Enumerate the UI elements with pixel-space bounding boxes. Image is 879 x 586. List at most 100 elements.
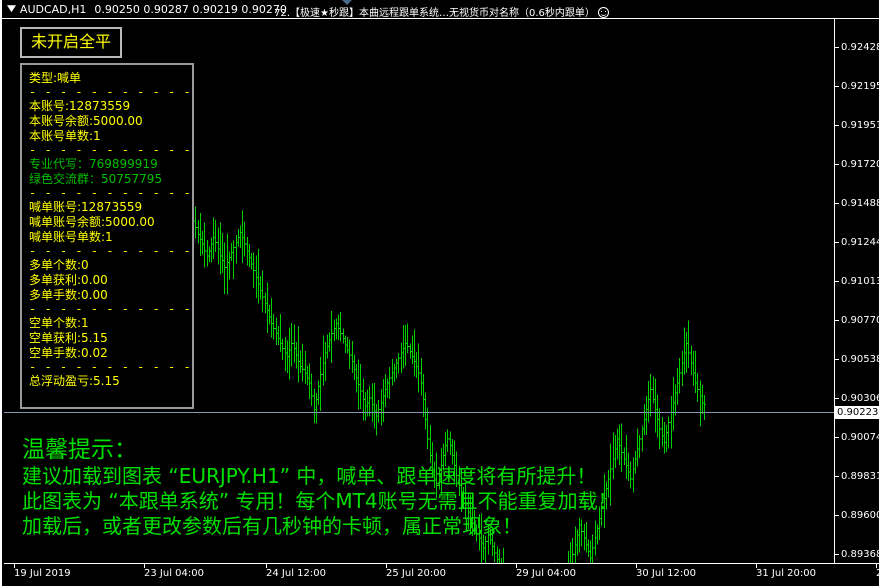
price-tick-label: 0.91951	[841, 120, 879, 131]
time-tick-label: 19 Jul 2019	[14, 568, 71, 579]
panel-account-orders: 本账号单数:1	[29, 129, 101, 143]
price-tick-label: 0.91013	[841, 276, 879, 287]
time-tick: 31 Jul 20:00	[756, 563, 816, 580]
price-tick: 0.92195	[835, 81, 879, 93]
time-tick-label: 29 Jul 04:00	[516, 568, 576, 579]
tick-dash-icon	[835, 85, 839, 87]
time-tick-label: 30 Jul 12:00	[636, 568, 696, 579]
current-price-tag: 0.90223	[835, 406, 879, 419]
panel-long-profit: 多单获利:0.00	[29, 273, 108, 287]
price-tick-label: 0.92195	[841, 81, 879, 92]
chart-title-bar: ▼ AUDCAD,H1 0.90250 0.90287 0.90219 0.90…	[2, 0, 879, 19]
tick-dash-icon	[835, 397, 839, 399]
time-tick: 25 Jul 20:00	[386, 563, 446, 580]
tick-bar-icon	[516, 563, 517, 568]
time-tick-label: 31 Jul 20:00	[756, 568, 816, 579]
price-tick: 0.90770	[835, 315, 879, 327]
panel-separator-6: - - - - - - - - - - - - - - - - - -	[29, 361, 191, 374]
time-tick-label: 23 Jul 04:00	[144, 568, 204, 579]
close-all-toggle-button[interactable]: 未开启全平	[20, 27, 123, 58]
ea-notice-block: 温馨提示： 建议加载到图表 “EURJPY.H1” 中，喊单、跟单速度将有所提升…	[22, 437, 862, 539]
tick-dash-icon	[835, 514, 839, 516]
price-tick: 0.91951	[835, 120, 879, 132]
price-tick: 0.91488	[835, 198, 879, 210]
panel-separator-4: - - - - - - - - - - - - - - - - - -	[29, 245, 191, 258]
time-tick: 2 Aug 04:00	[876, 563, 879, 580]
notice-line-2: 此图表为 “本跟单系统” 专用！每个MT4账号无需且不能重复加载！	[22, 489, 618, 513]
price-tick: 0.91013	[835, 276, 879, 288]
panel-type-line: 类型:喊单	[29, 71, 82, 85]
tick-dash-icon	[835, 202, 839, 204]
panel-short-profit: 空单获利:5.15	[29, 331, 108, 345]
price-tick-label: 0.91244	[841, 237, 879, 248]
panel-dev-contact: 专业代写：769899919	[29, 157, 158, 171]
price-tick: 0.91720	[835, 159, 879, 171]
panel-total-float-pl: 总浮动盈亏:5.15	[29, 374, 120, 388]
panel-account-balance: 本账号余额:5000.00	[29, 114, 143, 128]
tick-bar-icon	[386, 563, 387, 568]
panel-separator-5: - - - - - - - - - - - - - - - - - -	[29, 303, 191, 316]
price-scale-axis[interactable]: 0.92428 0.92195 0.91951 0.91720 0.91488 0.912…	[834, 19, 879, 563]
panel-signal-account-balance: 喊单账号余额:5000.00	[29, 215, 155, 229]
tick-dash-icon	[835, 163, 839, 165]
panel-separator-1: - - - - - - - - - - - - - - - - - -	[29, 86, 191, 99]
time-tick-label: 24 Jul 12:00	[266, 568, 326, 579]
panel-short-count: 空单个数:1	[29, 316, 89, 330]
price-tick: 0.90306	[835, 393, 879, 405]
price-tick-label: 0.91488	[841, 198, 879, 209]
price-tick: 0.92428	[835, 42, 879, 54]
price-tick-label: 0.89831	[841, 471, 879, 482]
symbol-period-label: AUDCAD,H1	[19, 2, 87, 16]
tick-dash-icon	[835, 241, 839, 243]
price-tick-label: 0.92428	[841, 42, 879, 53]
time-tick-label: 2 Aug 04:00	[876, 568, 879, 579]
time-tick-label: 25 Jul 20:00	[386, 568, 446, 579]
time-tick: 23 Jul 04:00	[144, 563, 204, 580]
panel-signal-account-orders: 喊单账号单数:1	[29, 230, 113, 244]
price-tick-label: 0.89600	[841, 510, 879, 521]
price-tick: 0.89368	[835, 549, 879, 561]
panel-long-lots: 多单手数:0.00	[29, 288, 108, 302]
panel-signal-account-no: 喊单账号:12873559	[29, 200, 143, 214]
price-tick-label: 0.91720	[841, 159, 879, 170]
price-tick: 0.91244	[835, 237, 879, 249]
notice-line-3: 加载后，或者更改参数后有几秒钟的卡顿，属正常现象！	[22, 514, 522, 538]
tick-dash-icon	[835, 358, 839, 360]
price-tick: 0.89831	[835, 471, 879, 483]
tick-bar-icon	[144, 563, 145, 568]
tick-bar-icon	[14, 563, 15, 568]
tick-dash-icon	[835, 475, 839, 477]
time-tick: 24 Jul 12:00	[266, 563, 326, 580]
price-tick-label: 0.90074	[841, 432, 879, 443]
time-tick: 30 Jul 12:00	[636, 563, 696, 580]
time-tick: 29 Jul 04:00	[516, 563, 576, 580]
current-price-horizontal-line	[4, 412, 834, 413]
notice-line-1: 建议加载到图表 “EURJPY.H1” 中，喊单、跟单速度将有所提升！	[22, 464, 597, 488]
tick-dash-icon	[835, 46, 839, 48]
tick-dash-icon	[835, 436, 839, 438]
price-tick: 0.90538	[835, 354, 879, 366]
time-scale-axis[interactable]: 19 Jul 2019 23 Jul 04:00 24 Jul 12:00 25 Ju…	[4, 563, 879, 586]
tick-bar-icon	[876, 563, 877, 568]
panel-group-contact: 绿色交流群：50757795	[29, 172, 163, 186]
ea-info-panel: 类型:喊单 - - - - - - - - - - - - - - - - - …	[20, 63, 194, 409]
price-tick-label: 0.89368	[841, 549, 879, 560]
ohlc-values-label: 0.90250 0.90287 0.90219 0.90270	[94, 2, 287, 16]
price-tick: 0.90074	[835, 432, 879, 444]
tick-bar-icon	[266, 563, 267, 568]
price-tick: 0.89600	[835, 510, 879, 522]
price-tick-label: 0.90306	[841, 393, 879, 404]
panel-account-no: 本账号:12873559	[29, 99, 131, 113]
tick-dash-icon	[835, 319, 839, 321]
tick-dash-icon	[835, 280, 839, 282]
time-tick: 19 Jul 2019	[14, 563, 71, 580]
tick-bar-icon	[636, 563, 637, 568]
panel-separator-3: - - - - - - - - - - - - - - - - - -	[29, 187, 191, 200]
panel-long-count: 多单个数:0	[29, 258, 89, 272]
price-tick-label: 0.90770	[841, 315, 879, 326]
triangle-down-icon[interactable]: ▼	[6, 3, 16, 14]
panel-separator-2: - - - - - - - - - - - - - - - - - -	[29, 144, 191, 157]
panel-short-lots: 空单手数:0.02	[29, 346, 108, 360]
tick-dash-icon	[835, 553, 839, 555]
